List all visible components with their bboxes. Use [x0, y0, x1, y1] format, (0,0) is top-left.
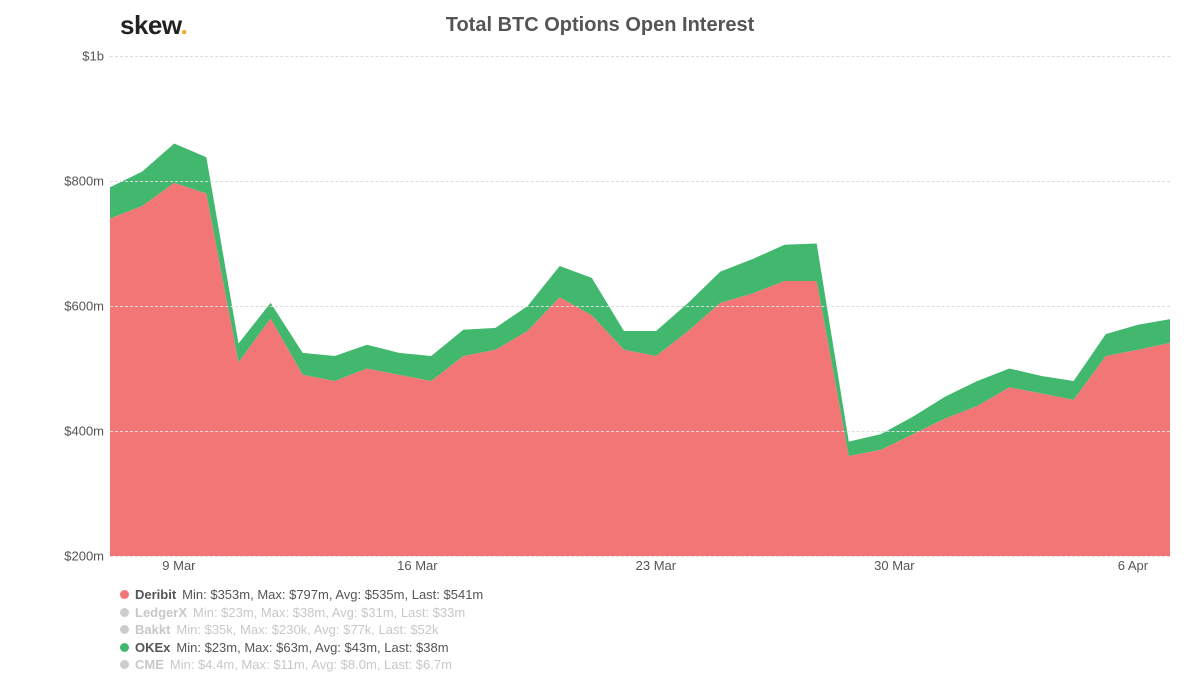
- y-axis: $1b$800m$600m$400m$200m: [50, 56, 110, 556]
- y-tick-label: $400m: [64, 424, 104, 439]
- legend-series-stats: Min: $353m, Max: $797m, Avg: $535m, Last…: [182, 586, 483, 604]
- x-tick-label: 16 Mar: [397, 558, 437, 573]
- legend-item-bakkt[interactable]: Bakkt Min: $35k, Max: $230k, Avg: $77k, …: [120, 621, 483, 639]
- legend-series-name: LedgerX: [135, 604, 187, 622]
- legend-item-okex[interactable]: OKEx Min: $23m, Max: $63m, Avg: $43m, La…: [120, 639, 483, 657]
- legend-item-deribit[interactable]: Deribit Min: $353m, Max: $797m, Avg: $53…: [120, 586, 483, 604]
- legend-dot-icon: [120, 660, 129, 669]
- y-tick-label: $800m: [64, 174, 104, 189]
- legend-item-ledgerx[interactable]: LedgerX Min: $23m, Max: $38m, Avg: $31m,…: [120, 604, 483, 622]
- legend-series-name: Bakkt: [135, 621, 170, 639]
- x-tick-label: 30 Mar: [874, 558, 914, 573]
- legend-dot-icon: [120, 643, 129, 652]
- grid-line: [110, 56, 1170, 57]
- legend-dot-icon: [120, 590, 129, 599]
- grid-line: [110, 181, 1170, 182]
- chart-title: Total BTC Options Open Interest: [0, 14, 1200, 37]
- legend-dot-icon: [120, 625, 129, 634]
- legend: Deribit Min: $353m, Max: $797m, Avg: $53…: [120, 586, 483, 674]
- x-tick-label: 23 Mar: [636, 558, 676, 573]
- chart-container: $1b$800m$600m$400m$200m: [50, 56, 1170, 556]
- legend-series-name: OKEx: [135, 639, 170, 657]
- x-tick-label: 9 Mar: [162, 558, 195, 573]
- y-tick-label: $1b: [82, 49, 104, 64]
- legend-series-stats: Min: $35k, Max: $230k, Avg: $77k, Last: …: [176, 621, 438, 639]
- legend-dot-icon: [120, 608, 129, 617]
- y-tick-label: $200m: [64, 549, 104, 564]
- legend-series-name: CME: [135, 656, 164, 674]
- legend-series-stats: Min: $4.4m, Max: $11m, Avg: $8.0m, Last:…: [170, 656, 452, 674]
- grid-line: [110, 556, 1170, 557]
- legend-series-name: Deribit: [135, 586, 176, 604]
- grid-line: [110, 431, 1170, 432]
- legend-series-stats: Min: $23m, Max: $63m, Avg: $43m, Last: $…: [176, 639, 448, 657]
- grid-line: [110, 306, 1170, 307]
- y-tick-label: $600m: [64, 299, 104, 314]
- x-axis: 9 Mar 16 Mar 23 Mar 30 Mar 6 Apr: [110, 558, 1170, 582]
- legend-item-cme[interactable]: CME Min: $4.4m, Max: $11m, Avg: $8.0m, L…: [120, 656, 483, 674]
- x-tick-label: 6 Apr: [1118, 558, 1148, 573]
- plot-area: [110, 56, 1170, 556]
- legend-series-stats: Min: $23m, Max: $38m, Avg: $31m, Last: $…: [193, 604, 465, 622]
